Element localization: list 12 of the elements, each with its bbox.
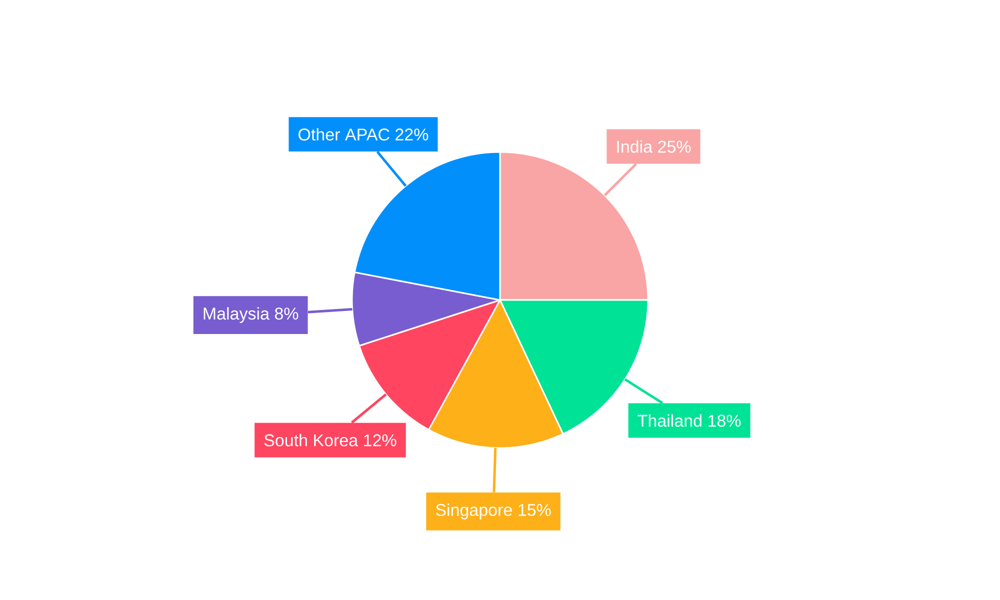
slice-label: Malaysia	[204, 307, 270, 324]
data-label: 25%	[658, 140, 691, 153]
data-label: 22%	[396, 128, 428, 140]
slice-label: Thailand	[638, 414, 702, 427]
slice-label: South Korea	[264, 434, 358, 446]
slice-label: India	[617, 140, 653, 153]
slice-label: Singapore	[436, 504, 512, 520]
slice-label: Other APAC	[298, 128, 390, 141]
data-label: 15%	[518, 504, 551, 516]
data-label: 8%	[274, 308, 298, 320]
data-label: 12%	[364, 434, 396, 446]
data-label: 18%	[708, 414, 741, 427]
